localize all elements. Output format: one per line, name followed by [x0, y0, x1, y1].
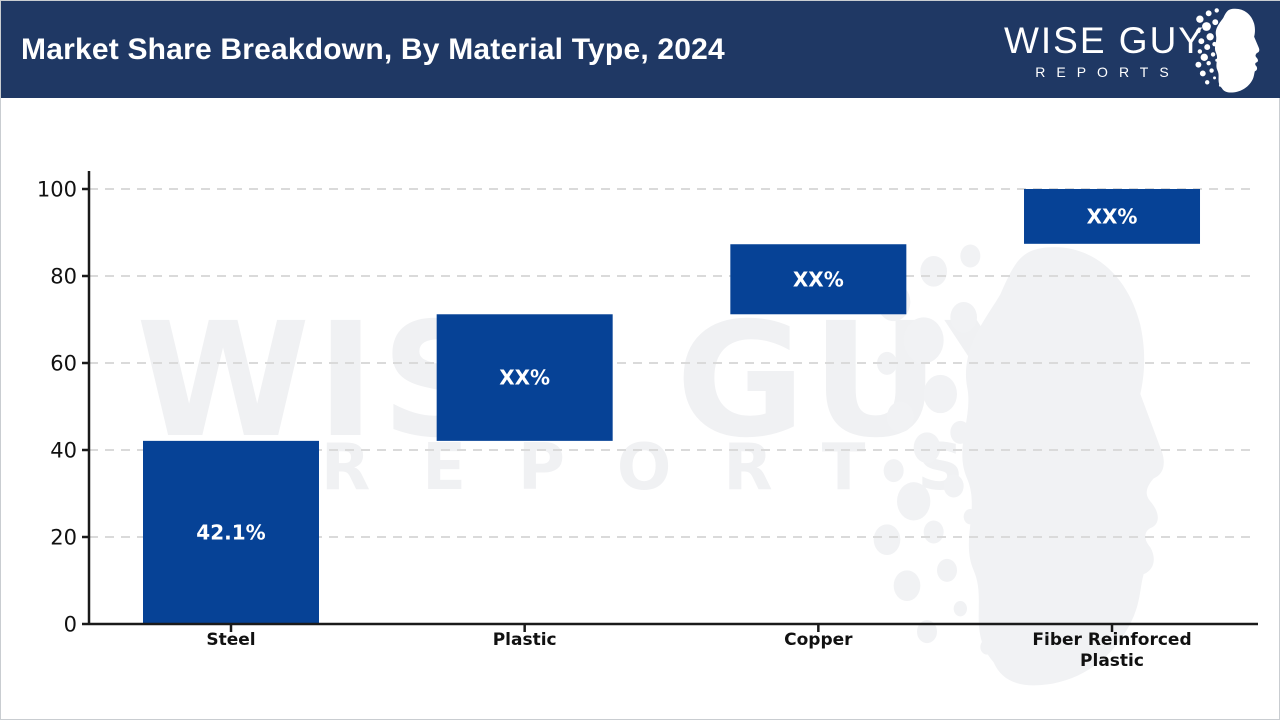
- bar-fiber-reinforced-plastic: [1024, 189, 1201, 244]
- logo-reports-text: REPORTS: [1035, 64, 1180, 80]
- x-category-label-1: Plastic: [493, 630, 557, 650]
- bar-value-label-plastic: XX%: [499, 366, 550, 390]
- chart-title: Market Share Breakdown, By Material Type…: [21, 32, 725, 66]
- x-category-label-2: Copper: [784, 630, 853, 650]
- wise-guy-logo: WISE GUY REPORTS: [1004, 5, 1275, 95]
- logo-wiseguy-text: WISE GUY: [1003, 20, 1205, 61]
- y-tick-label-80: 80: [50, 264, 77, 288]
- bar-steel: [143, 440, 319, 624]
- y-tick-label-40: 40: [50, 438, 77, 462]
- logo-text: WISE GUY REPORTS: [1004, 20, 1205, 80]
- bar-value-label-copper: XX%: [793, 267, 844, 291]
- bar-value-label-steel: 42.1%: [196, 520, 265, 544]
- x-category-label-3: Fiber Reinforced Plastic: [1032, 630, 1191, 671]
- y-tick-label-100: 100: [37, 177, 77, 201]
- logo-head-icon: [1195, 8, 1260, 93]
- report-header: Market Share Breakdown, By Material Type…: [1, 1, 1280, 98]
- bar-value-label-fiber-reinforced-plastic: XX%: [1087, 204, 1138, 228]
- x-category-label-0: Steel: [206, 630, 255, 650]
- y-tick-label-0: 0: [64, 612, 77, 636]
- bar-plastic: [436, 314, 613, 441]
- y-tick-label-20: 20: [50, 525, 77, 549]
- y-tick-label-60: 60: [50, 351, 77, 375]
